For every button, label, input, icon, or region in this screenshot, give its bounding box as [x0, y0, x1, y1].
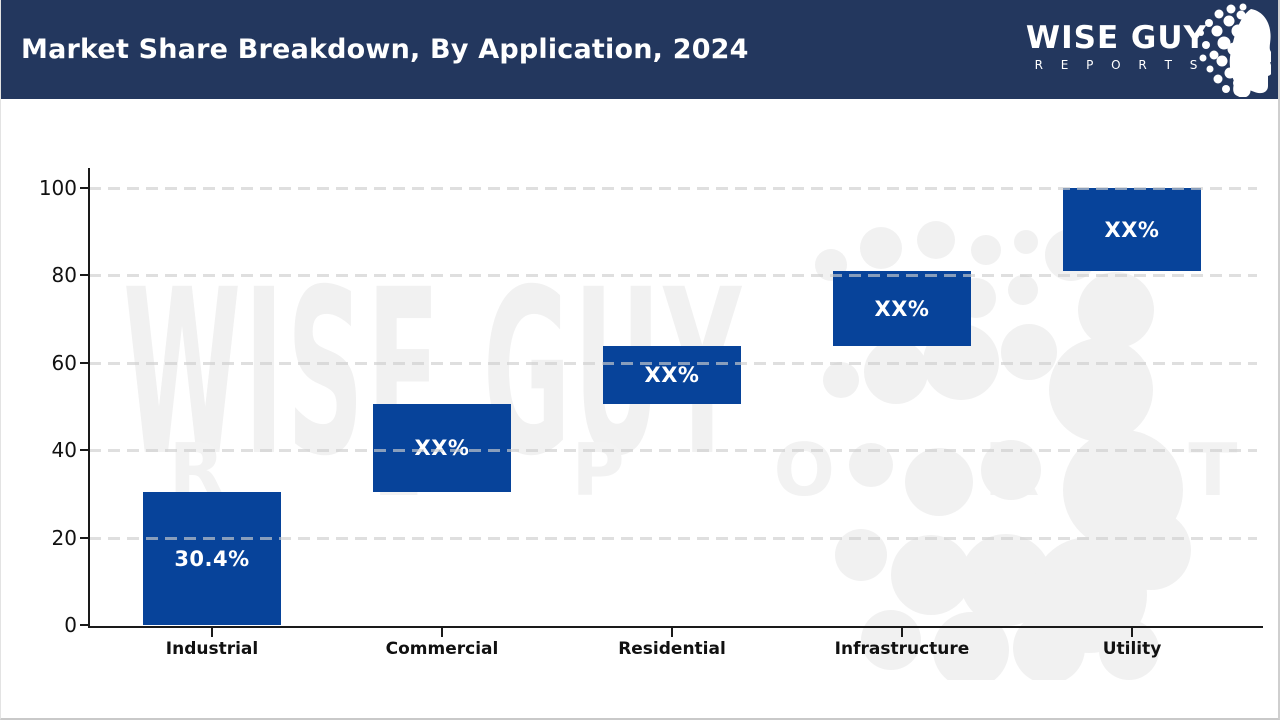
bar-commercial: XX%	[373, 403, 511, 493]
x-category-label-commercial: Commercial	[385, 639, 499, 659]
y-tick-mark-60	[80, 361, 89, 364]
y-tick-label-60: 60	[51, 350, 77, 375]
logo-wordmark: WISE GUY R E P O R T S	[1025, 20, 1207, 73]
y-tick-mark-20	[80, 536, 89, 539]
y-tick-label-0: 0	[64, 613, 77, 637]
logo-wordmark-line1: WISE GUY	[1025, 20, 1207, 56]
x-category-label-utility: Utility	[1102, 639, 1162, 659]
y-tick-mark-0	[80, 624, 89, 626]
bar-utility: XX%	[1063, 188, 1201, 272]
x-tick-mark-residential	[671, 628, 673, 637]
y-axis-line	[88, 168, 90, 628]
y-tick-mark-80	[80, 274, 89, 277]
gridline-y-100	[89, 187, 1257, 190]
x-category-label-infrastructure: Infrastructure	[834, 639, 970, 659]
wiseguy-logo: WISE GUY R E P O R T S	[1026, 0, 1271, 99]
bar-value-label-commercial: XX%	[414, 436, 470, 460]
gridline-y-80	[89, 274, 1257, 278]
bar-value-label-industrial: 30.4%	[174, 546, 250, 571]
y-tick-mark-100	[80, 187, 89, 189]
header-bar: Market Share Breakdown, By Application, …	[1, 0, 1278, 99]
x-category-label-industrial: Industrial	[165, 639, 259, 659]
x-tick-mark-commercial	[441, 628, 443, 637]
gridline-y-60	[89, 361, 1257, 365]
y-tick-label-20: 20	[51, 525, 77, 550]
bar-infrastructure: XX%	[833, 271, 971, 347]
y-tick-mark-40	[80, 449, 89, 452]
bar-value-label-infrastructure: XX%	[874, 296, 930, 321]
x-category-label-residential: Residential	[618, 639, 726, 659]
x-tick-mark-industrial	[211, 628, 213, 637]
y-tick-label-40: 40	[51, 438, 77, 463]
bar-value-label-utility: XX%	[1104, 217, 1160, 242]
y-tick-label-80: 80	[51, 263, 77, 288]
y-tick-label-100: 100	[38, 176, 77, 200]
x-axis-line	[88, 626, 1263, 628]
page-title: Market Share Breakdown, By Application, …	[21, 34, 749, 65]
x-tick-mark-utility	[1131, 628, 1133, 637]
gridline-y-20	[89, 536, 1257, 540]
bar-industrial: 30.4%	[143, 492, 281, 625]
bar-residential: XX%	[603, 346, 741, 404]
dotted-head-profile-icon	[1198, 3, 1271, 97]
gridline-y-40	[89, 449, 1257, 453]
bar-value-label-residential: XX%	[644, 363, 700, 388]
logo-wordmark-line2: R E P O R T S	[1034, 58, 1205, 72]
x-tick-mark-infrastructure	[901, 628, 903, 637]
